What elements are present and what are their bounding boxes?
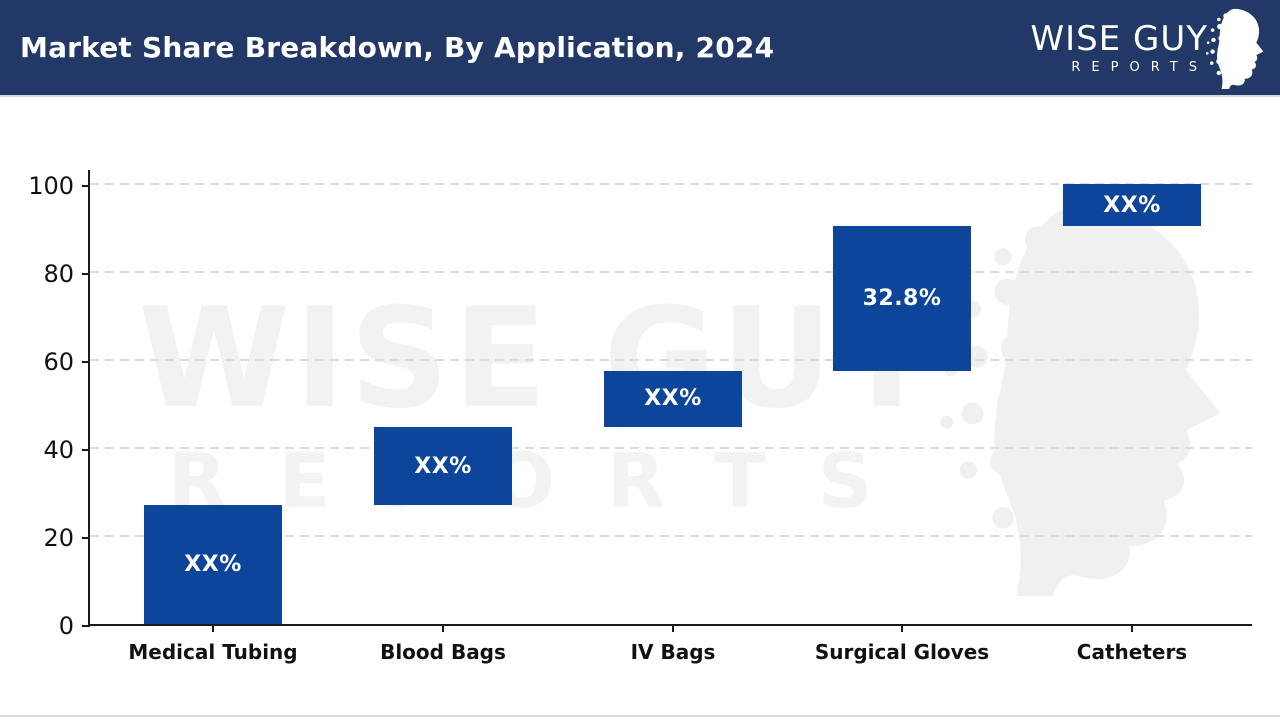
page-title: Market Share Breakdown, By Application, … (20, 31, 775, 64)
x-tick-mark-4 (1131, 624, 1133, 632)
watermark-text-primary: WISE GUY (138, 278, 941, 439)
bar-catheters: XX% (1063, 184, 1201, 227)
x-tick-label-blood-bags: Blood Bags (380, 640, 506, 664)
brand-logo: WISE GUY REPORTS (1030, 7, 1266, 89)
y-tick-label-20: 20 (43, 524, 74, 552)
x-tick-mark-3 (901, 624, 903, 632)
y-tick-mark-40 (82, 449, 90, 451)
gridline-60 (90, 359, 1252, 361)
x-tick-mark-0 (212, 624, 214, 632)
watermark-head-icon (940, 204, 1221, 596)
x-tick-label-surgical-gloves: Surgical Gloves (814, 640, 990, 664)
header-bar: Market Share Breakdown, By Application, … (0, 0, 1280, 97)
gridline-20 (90, 535, 1252, 537)
bar-medical-tubing: XX% (144, 505, 282, 624)
gridline-100 (90, 183, 1252, 185)
y-tick-label-100: 100 (28, 172, 74, 200)
bar-value-label: 32.8% (862, 285, 942, 311)
x-tick-label-catheters: Catheters (1076, 640, 1188, 664)
bar-value-label: XX% (414, 453, 472, 479)
bottom-divider (0, 715, 1280, 717)
y-tick-mark-80 (82, 273, 90, 275)
brand-logo-secondary: REPORTS (1071, 59, 1208, 75)
chart-plot-area: 0 20 40 60 80 100 XX% Medical Tubing XX% Blood Ba… (28, 170, 1252, 664)
bar-iv-bags: XX% (604, 370, 742, 427)
x-tick-label-iv-bags: IV Bags (630, 640, 716, 664)
x-tick-mark-2 (672, 624, 674, 632)
y-tick-mark-0 (82, 625, 90, 627)
y-tick-label-40: 40 (43, 436, 74, 464)
watermark-text-secondary: REPORTS (168, 436, 925, 525)
x-tick-mark-1 (442, 624, 444, 632)
x-tick-label-medical-tubing: Medical Tubing (128, 640, 298, 664)
bar-surgical-gloves: 32.8% (833, 226, 971, 371)
y-tick-label-0: 0 (58, 612, 74, 640)
brand-head-icon (1205, 8, 1264, 89)
y-tick-mark-20 (82, 537, 90, 539)
brand-logo-primary: WISE GUY (1030, 18, 1208, 59)
gridline-40 (90, 447, 1252, 449)
bar-value-label: XX% (184, 552, 242, 578)
bar-value-label: XX% (644, 386, 702, 412)
bar-value-label: XX% (1103, 192, 1161, 218)
y-tick-label-60: 60 (43, 348, 74, 376)
brand-logo-text: WISE GUY REPORTS (1030, 22, 1208, 74)
bar-blood-bags: XX% (374, 426, 512, 506)
gridline-80 (90, 271, 1252, 273)
y-tick-label-80: 80 (43, 260, 74, 288)
y-tick-mark-100 (82, 185, 90, 187)
y-tick-mark-60 (82, 361, 90, 363)
